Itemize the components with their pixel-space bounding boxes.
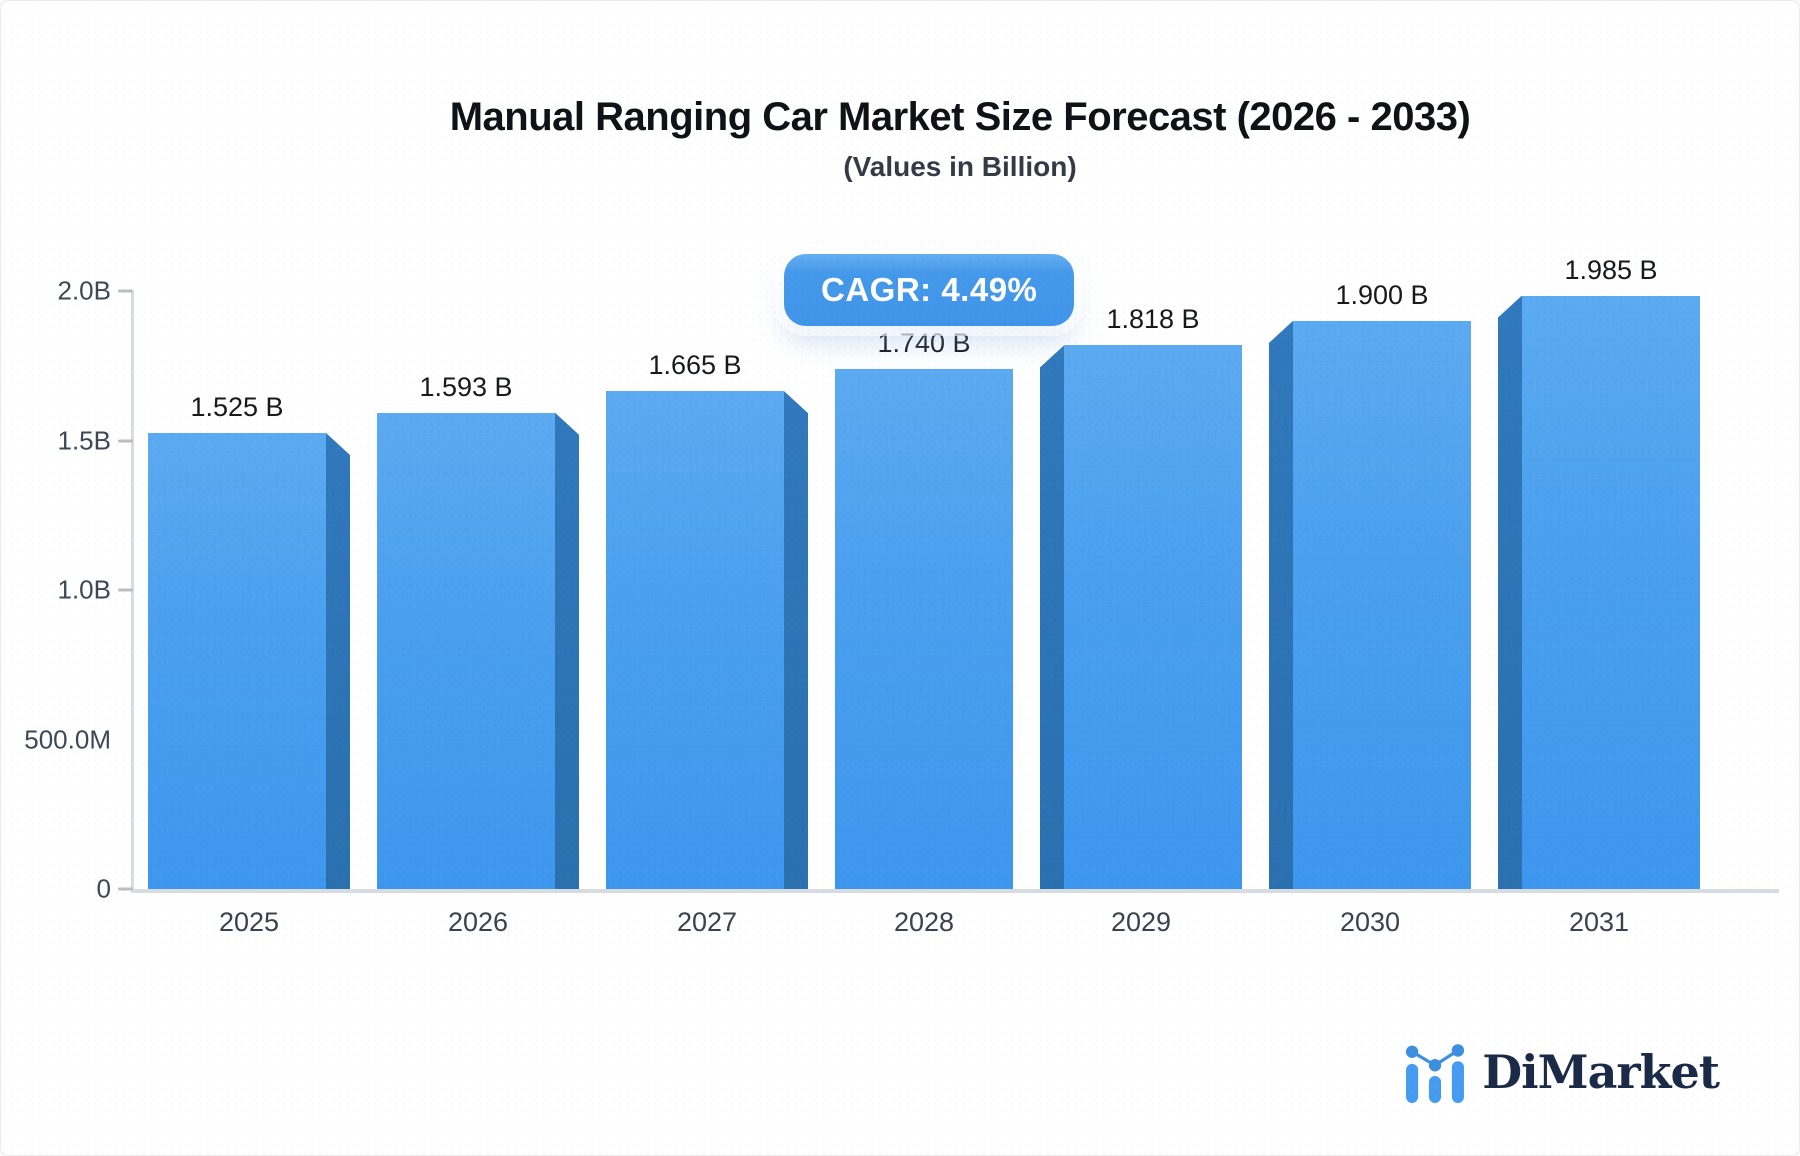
bar-group-2029: 1.818 B (1040, 304, 1242, 889)
bar-group-2030: 1.900 B (1269, 280, 1471, 889)
x-axis-label: 2030 (1339, 907, 1401, 937)
dimarket-logo: DiMarket (1402, 1041, 1720, 1103)
bar-value-label: 1.525 B (190, 392, 284, 423)
x-axis-label: 2027 (676, 907, 738, 937)
cagr-badge-label: CAGR: 4.49% (821, 271, 1038, 308)
bar-chart-logo-icon (1406, 1044, 1465, 1103)
bar[interactable] (148, 433, 326, 889)
bar-value-label: 1.818 B (1106, 304, 1200, 335)
x-axis: 2025 2026 2027 2028 2029 2030 2031 (134, 907, 1779, 938)
bar-value-label: 1.665 B (648, 350, 742, 381)
bar-value-label: 1.593 B (419, 371, 513, 402)
x-axis-label: 2031 (1568, 907, 1630, 937)
bar-side-face (1040, 345, 1064, 889)
y-axis-tick-label: 0 (96, 873, 111, 904)
bar[interactable] (1293, 320, 1471, 889)
bar-value-label: 1.985 B (1564, 254, 1658, 285)
bar[interactable] (606, 391, 784, 889)
y-axis-tick-label: 500.0M (24, 724, 111, 754)
plot-area: 2.0B 1.5B 1.0B 500.0M 0 1.525 B 1.593 B 1.665 … (24, 255, 1779, 937)
chart-title: Manual Ranging Car Market Size Forecast … (449, 95, 1471, 139)
bar-group-2031: 1.985 B (1498, 254, 1700, 889)
x-axis-label: 2029 (1110, 907, 1172, 937)
bar-group-2027: 1.665 B (606, 350, 808, 889)
x-axis-label: 2025 (218, 907, 280, 937)
x-axis-label: 2026 (447, 907, 509, 937)
bar[interactable] (835, 368, 1013, 889)
bar-value-label: 1.900 B (1335, 279, 1429, 310)
y-axis-tick-mark (118, 439, 133, 442)
y-axis-tick-label: 2.0B (57, 275, 112, 306)
bar-side-face (784, 391, 808, 889)
bar[interactable] (1522, 295, 1700, 889)
bar[interactable] (377, 412, 555, 889)
y-axis-tick-label: 1.0B (57, 574, 112, 605)
cagr-badge: CAGR: 4.49% (784, 254, 1075, 326)
bar[interactable] (1064, 345, 1242, 889)
bar-value-label: 1.740 B (877, 327, 971, 358)
chart-subtitle: (Values in Billion) (843, 151, 1077, 182)
bar-group-2025: 1.525 B (148, 392, 350, 889)
y-axis-tick-mark (118, 289, 133, 293)
bar-side-face (555, 412, 579, 889)
bar-side-face (326, 433, 350, 889)
bar-side-face (1498, 295, 1522, 889)
y-axis-tick-mark (118, 588, 133, 592)
bars-container: 1.525 B 1.593 B 1.665 B 1.740 B 1.818 B 1.900… (134, 254, 1779, 889)
x-axis-label: 2028 (893, 907, 955, 937)
y-axis-tick-label: 1.5B (57, 425, 112, 455)
bar-group-2028: 1.740 B (835, 328, 1013, 889)
logo-text: DiMarket (1482, 1045, 1720, 1099)
y-axis-tick-mark (118, 887, 133, 891)
bar-group-2026: 1.593 B (377, 372, 579, 889)
y-axis: 2.0B 1.5B 1.0B 500.0M 0 (1, 276, 134, 904)
bar-side-face (1269, 320, 1293, 889)
